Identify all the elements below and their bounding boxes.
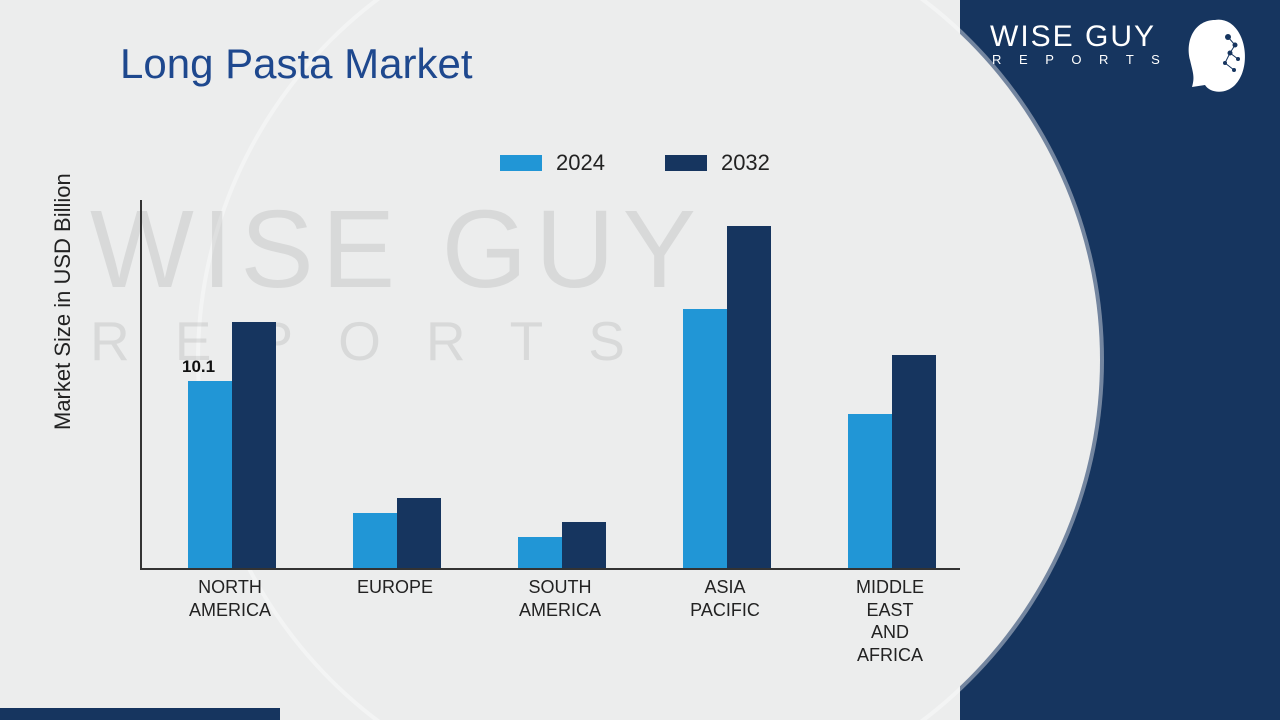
legend-label-2024: 2024 (556, 150, 605, 176)
bar-2024 (353, 513, 397, 569)
y-axis-label: Market Size in USD Billion (50, 173, 76, 430)
bar-group (822, 355, 962, 568)
bar-group (492, 522, 632, 568)
legend-label-2032: 2032 (721, 150, 770, 176)
chart-area: Market Size in USD Billion 2024 2032 10.… (60, 140, 980, 700)
bar-2024 (188, 381, 232, 568)
bar-group: 10.1 (162, 322, 302, 568)
bar-2024 (518, 537, 562, 568)
legend-swatch-2032 (665, 155, 707, 171)
bar-2032 (397, 498, 441, 568)
logo-head-icon (1180, 15, 1250, 95)
legend-item-2024: 2024 (500, 150, 605, 176)
legend: 2024 2032 (500, 150, 770, 176)
bar-2032 (727, 226, 771, 568)
logo-main-text: WISE GUY (990, 20, 1156, 53)
x-axis-label: MIDDLEEASTANDAFRICA (820, 576, 960, 666)
bar-group (657, 226, 797, 568)
logo-sub-text: R E P O R T S (992, 52, 1167, 67)
x-axis-label: SOUTHAMERICA (490, 576, 630, 621)
page: WISE GUY R E P O R T S Long Pasta Market… (0, 0, 1280, 720)
plot-area: 10.1 (140, 200, 960, 570)
bar-2024 (683, 309, 727, 568)
bar-group (327, 498, 467, 568)
bar-2032 (232, 322, 276, 568)
chart-title: Long Pasta Market (120, 40, 473, 88)
bar-2024 (848, 414, 892, 568)
x-axis-label: ASIAPACIFIC (655, 576, 795, 621)
x-axis-label: EUROPE (325, 576, 465, 599)
x-axis-label: NORTHAMERICA (160, 576, 300, 621)
legend-item-2032: 2032 (665, 150, 770, 176)
bottom-accent-bar (0, 708, 280, 720)
legend-swatch-2024 (500, 155, 542, 171)
bar-2032 (892, 355, 936, 568)
brand-logo: WISE GUY R E P O R T S (990, 20, 1250, 90)
bar-2032 (562, 522, 606, 568)
bar-value-label: 10.1 (182, 357, 215, 377)
